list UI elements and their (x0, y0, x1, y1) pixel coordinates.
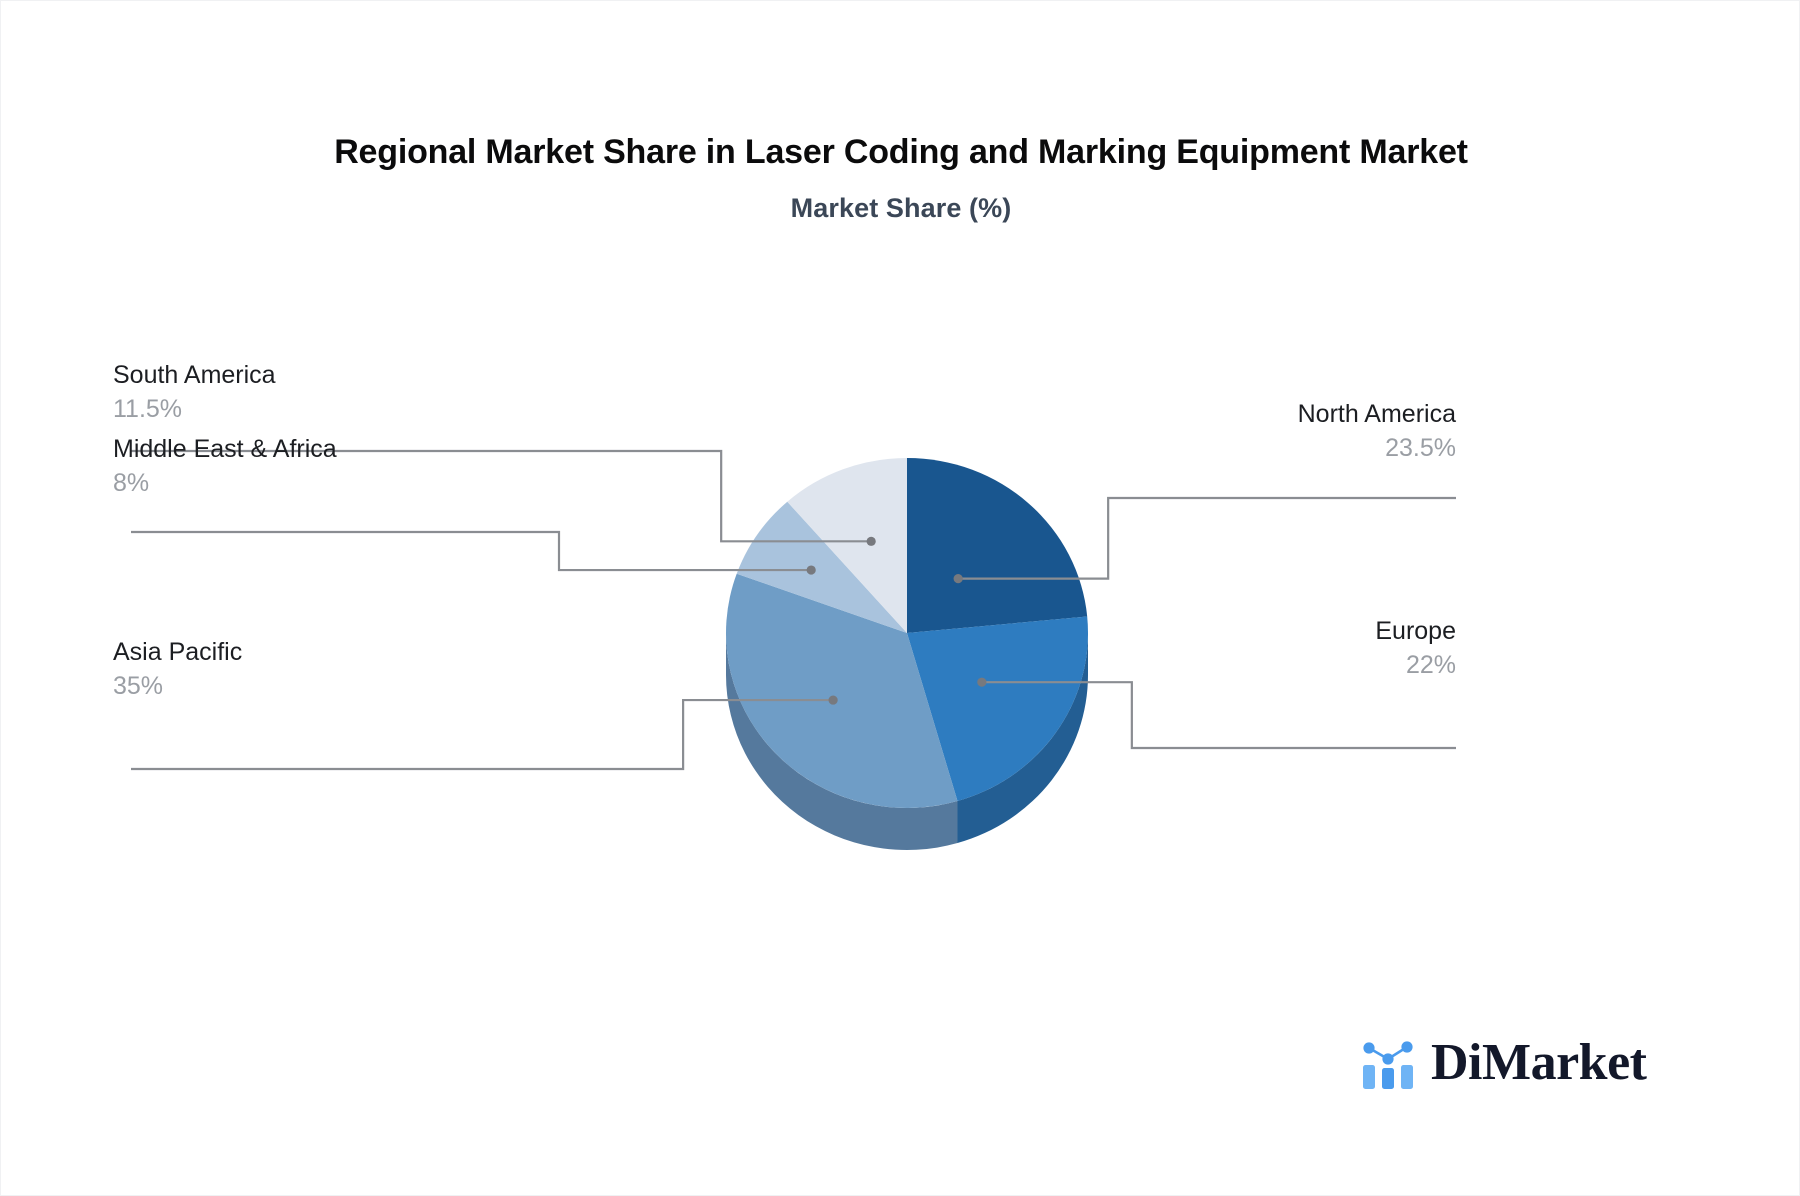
dimarket-logo: DiMarket (1359, 1034, 1647, 1091)
callout-europe[interactable]: Europe 22% (1156, 614, 1456, 682)
callout-value-south-america: 11.5% (113, 395, 183, 423)
leader-anchor-dot (828, 695, 838, 705)
pie-3d-side-walls (726, 633, 1088, 850)
pie-leader-lines (131, 449, 1456, 771)
pie-slice[interactable] (907, 616, 1088, 802)
callout-north-america[interactable]: North America 23.5% (1156, 397, 1456, 465)
callout-label-north-america: North America (1297, 400, 1456, 428)
pie-slice[interactable] (787, 458, 907, 633)
pie-slice[interactable] (736, 501, 907, 633)
leader-line (131, 449, 872, 543)
leader-line (958, 496, 1456, 580)
callout-value-north-america: 23.5% (1385, 434, 1456, 462)
chart-title: Regional Market Share in Laser Coding an… (334, 133, 1468, 171)
leader-line (131, 530, 812, 572)
leader-anchor-dot (866, 536, 876, 546)
leader-line (131, 698, 834, 771)
callout-value-europe: 22% (1405, 651, 1456, 679)
pie-slice[interactable] (726, 573, 958, 808)
callout-label-south-america: South America (113, 361, 276, 389)
leader-anchor-dot (806, 565, 816, 575)
callout-label-europe: Europe (1375, 617, 1456, 645)
logo-wordmark: DiMarket (1431, 1034, 1647, 1091)
pie-side-wall (726, 633, 958, 850)
leader-anchor-dot (953, 574, 963, 584)
callout-south-america[interactable]: South America 11.5% (113, 358, 533, 426)
pie-side-wall (957, 633, 1088, 844)
leader-line (981, 681, 1456, 750)
leader-anchor-dot (977, 677, 987, 687)
chart-subtitle: Market Share (%) (790, 193, 1012, 223)
callout-value-asia-pacific: 35% (113, 672, 164, 700)
callout-value-middle-east-africa: 8% (113, 469, 150, 497)
callout-middle-east-africa[interactable]: Middle East & Africa 8% (113, 432, 533, 500)
pie-slice[interactable] (907, 458, 1088, 633)
bar-chart-with-trendline-icon (1363, 1041, 1413, 1089)
pie-slices (726, 458, 1088, 808)
callout-label-middle-east-africa: Middle East & Africa (113, 435, 337, 463)
callout-label-asia-pacific: Asia Pacific (113, 638, 243, 666)
callout-asia-pacific[interactable]: Asia Pacific 35% (113, 635, 533, 703)
